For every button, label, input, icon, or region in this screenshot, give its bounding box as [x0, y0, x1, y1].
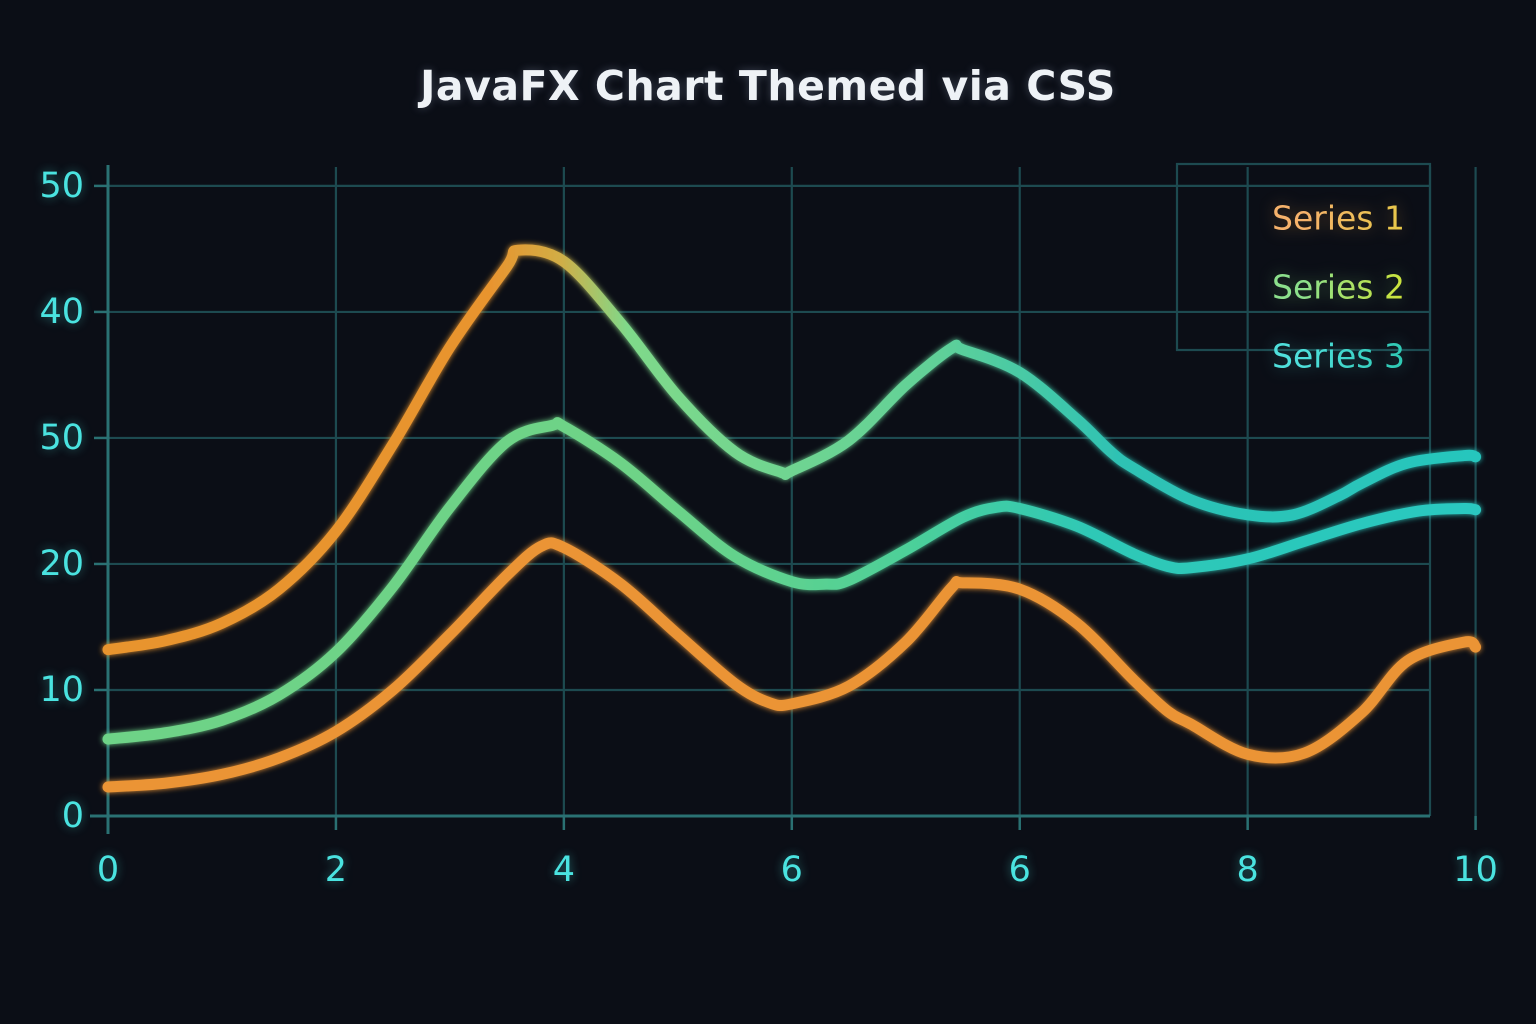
x-axis-tick-label: 0: [96, 850, 120, 890]
series-lines: [102, 244, 1482, 793]
axis-lines: [90, 165, 1430, 834]
y-axis-tick-label: 50: [39, 165, 84, 206]
chart-title: JavaFX Chart Themed via CSS: [420, 62, 1116, 110]
series-line-2: [102, 417, 1482, 745]
legend-label-3[interactable]: Series 3: [1272, 336, 1405, 376]
x-axis-tick-label: 6: [1008, 850, 1031, 890]
y-axis-tick-label: 50: [39, 417, 84, 458]
y-axis-tick-label: 40: [39, 291, 84, 332]
x-axis-tick-label: 8: [1236, 850, 1259, 890]
y-axis-tick-label: 20: [39, 543, 84, 584]
legend-label-2[interactable]: Series 2: [1272, 267, 1405, 307]
legend-box: [1175, 162, 1432, 352]
series-line-3: [102, 537, 1482, 793]
series-line-1: [102, 244, 1482, 656]
y-axis-tick-label: 10: [39, 669, 84, 710]
y-axis-tick-label: 0: [61, 796, 84, 836]
x-axis-tick-label: 2: [324, 850, 348, 890]
legend-label-1[interactable]: Series 1: [1272, 198, 1405, 238]
gridlines: [106, 167, 1477, 818]
x-axis-tick-label: 6: [780, 850, 803, 890]
tick-marks: [94, 184, 1477, 830]
x-axis-tick-label: 10: [1453, 850, 1498, 890]
legend-swatches: [1210, 213, 1254, 361]
x-axis-tick-label: 4: [552, 850, 575, 890]
